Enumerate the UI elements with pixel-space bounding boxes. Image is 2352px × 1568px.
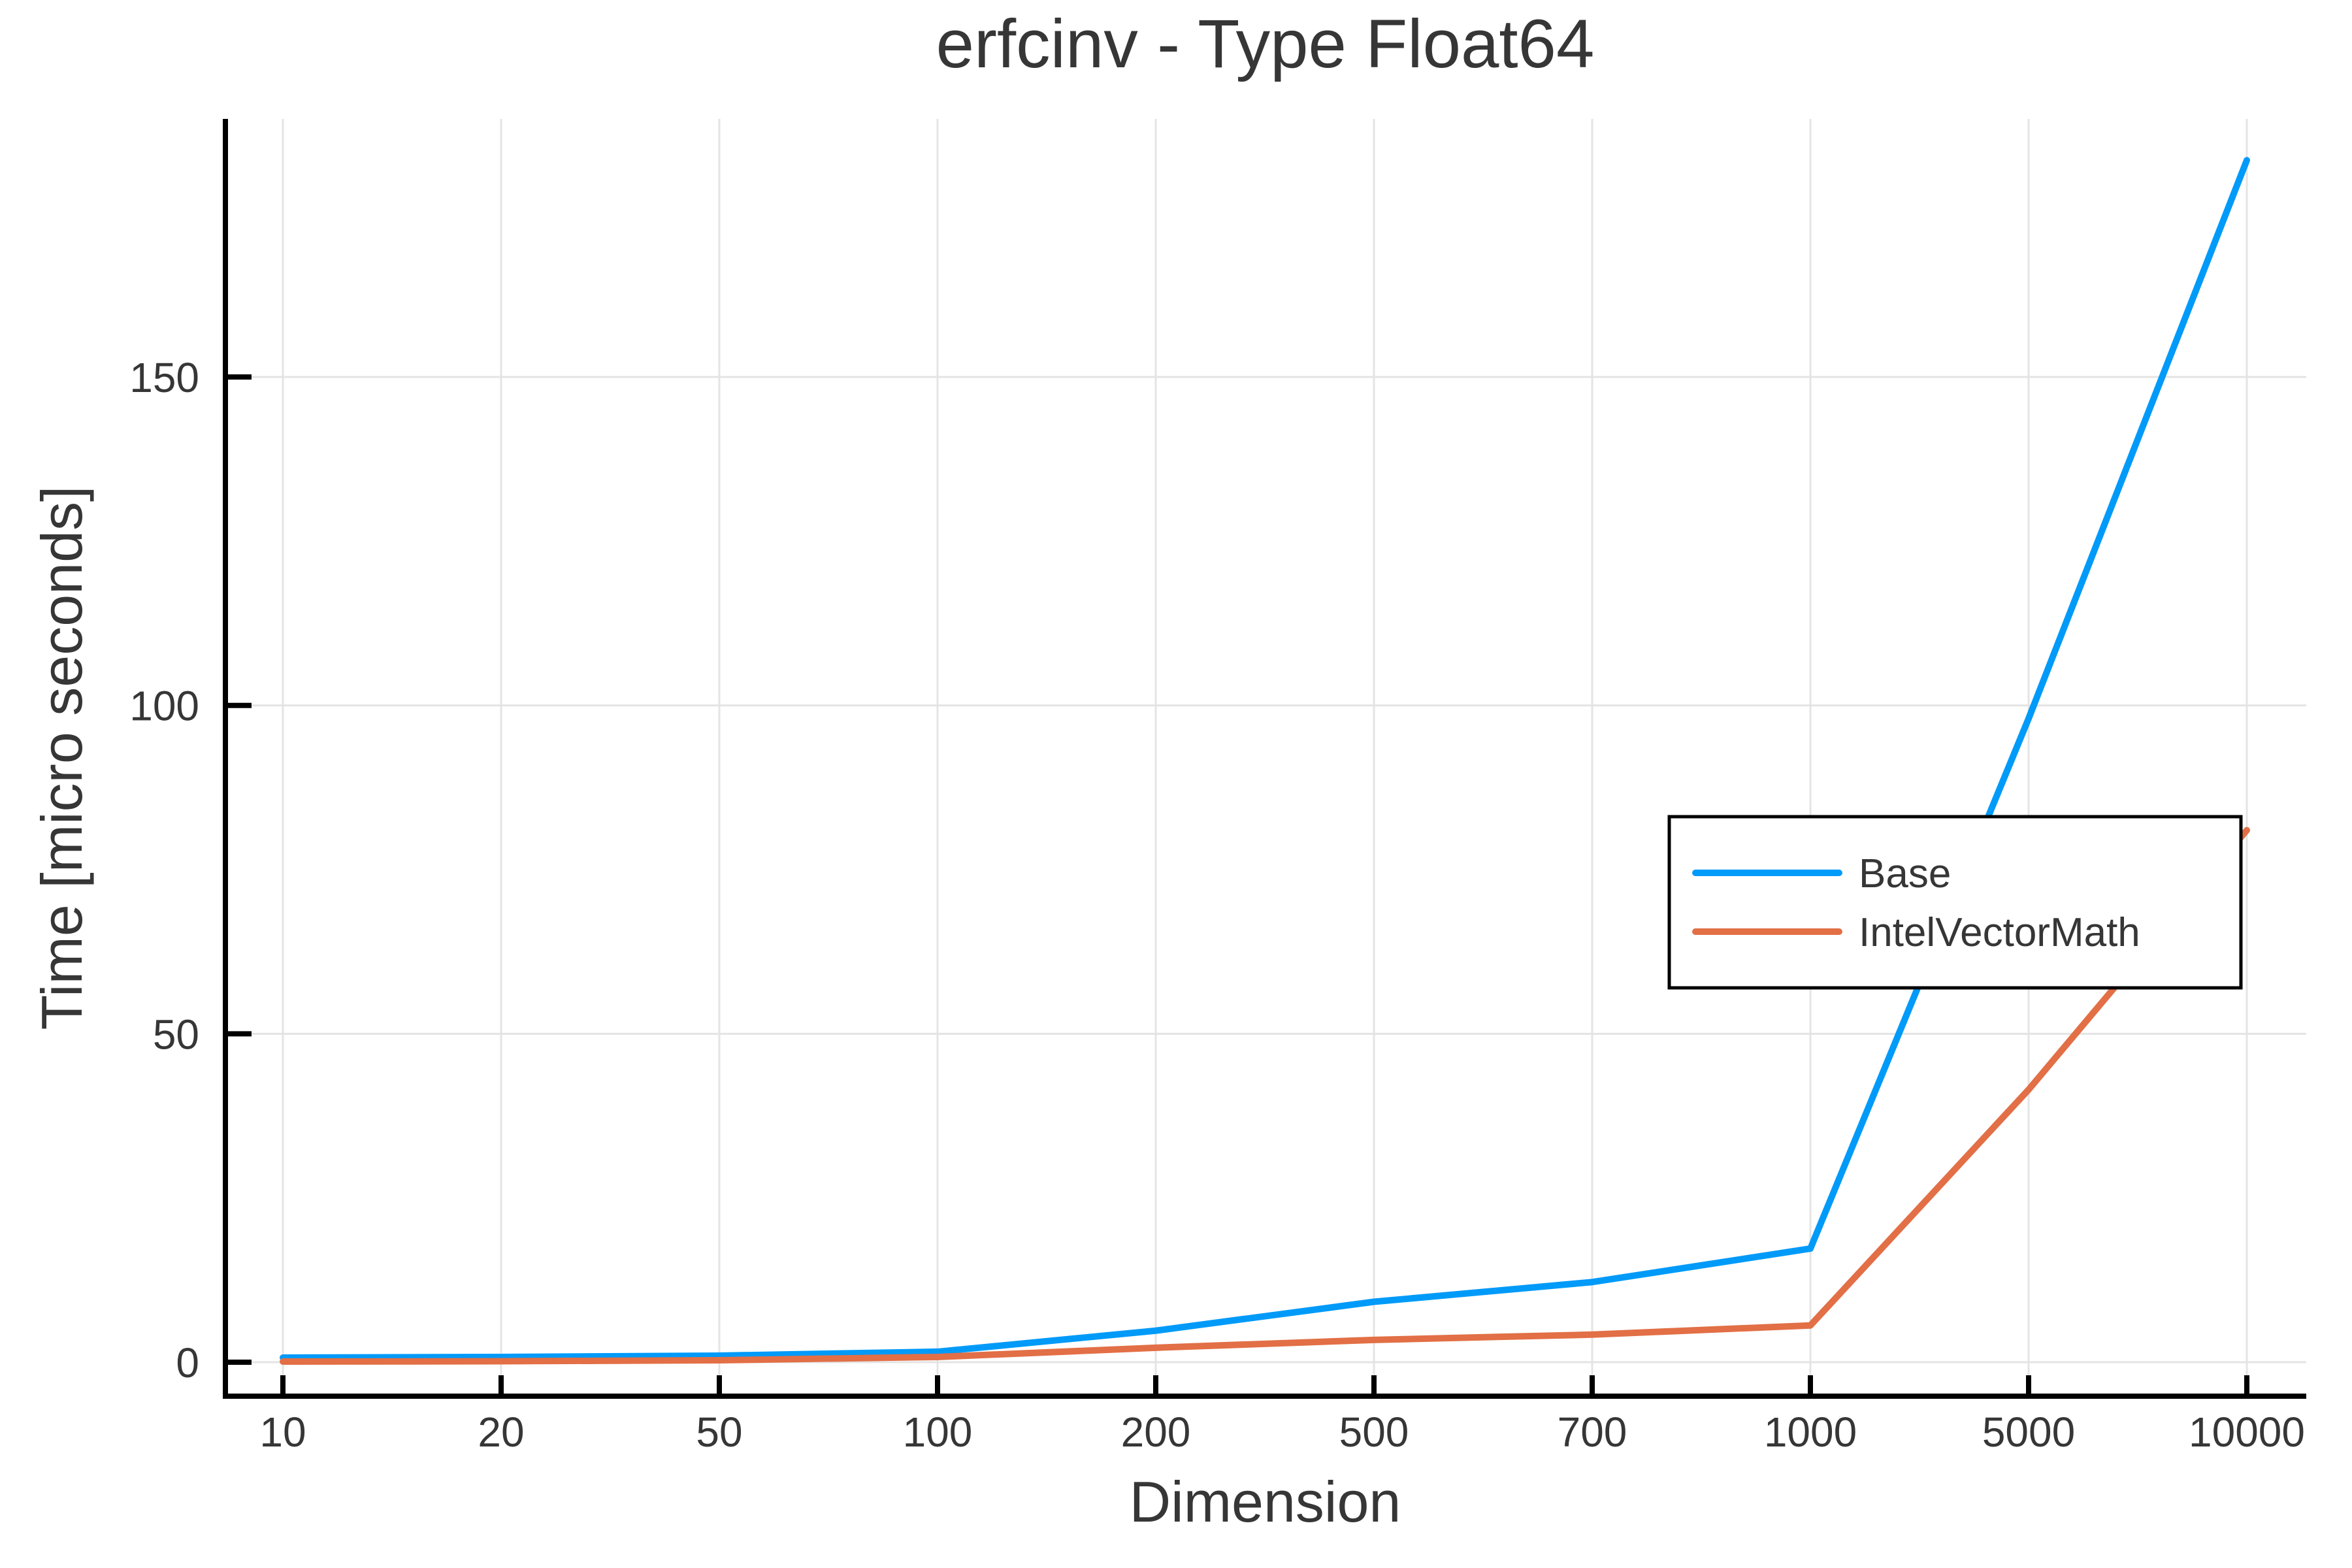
y-tick-label: 0: [176, 1339, 199, 1386]
x-tick-label: 1000: [1764, 1409, 1857, 1456]
x-tick-label: 10000: [2189, 1409, 2305, 1456]
x-tick-label: 5000: [1982, 1409, 2075, 1456]
legend-label-base: Base: [1859, 851, 1951, 896]
x-tick-label: 100: [903, 1409, 973, 1456]
x-tick-label: 50: [696, 1409, 742, 1456]
x-axis-label: Dimension: [1129, 1469, 1401, 1534]
x-tick-label: 200: [1121, 1409, 1191, 1456]
x-tick-label: 10: [259, 1409, 306, 1456]
y-tick-label: 150: [129, 354, 199, 401]
legend-box: [1667, 815, 2243, 990]
x-tick-label: 500: [1339, 1409, 1409, 1456]
series-line-base: [280, 157, 2250, 1361]
series-line-intelvectormath: [280, 826, 2250, 1365]
x-tick-label: 20: [478, 1409, 524, 1456]
y-tick-label: 100: [129, 683, 199, 730]
x-tick-label: 700: [1558, 1409, 1627, 1456]
chart-title: erfcinv - Type Float64: [936, 6, 1595, 82]
legend-label-intelvectormath: IntelVectorMath: [1859, 910, 2140, 955]
y-tick-label: 50: [153, 1011, 199, 1058]
y-axis-label-text: Time [micro seconds]: [29, 485, 94, 1030]
